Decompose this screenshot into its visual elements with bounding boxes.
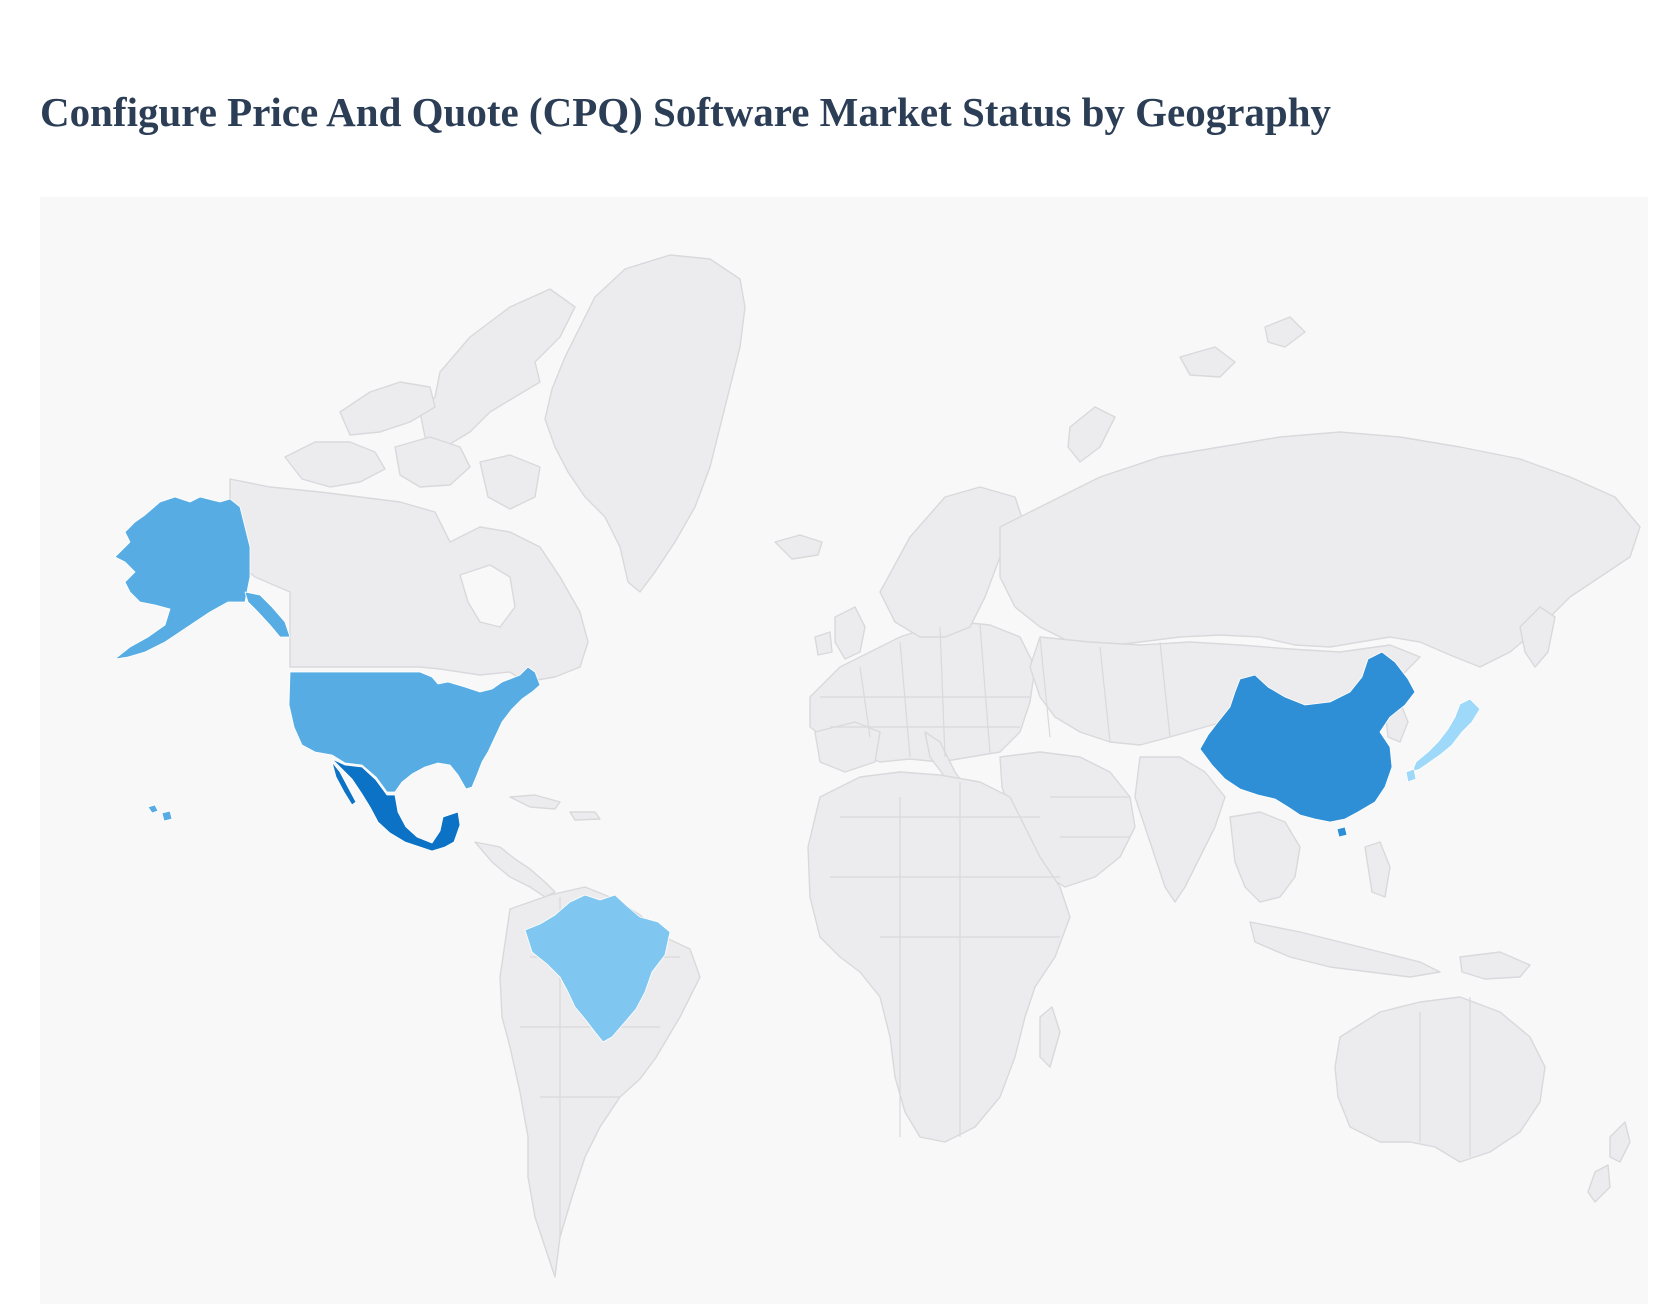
world-map-panel [40, 197, 1648, 1304]
region-arctic-island [284, 441, 386, 488]
region-united-states-hawaii[interactable] [147, 804, 159, 814]
region-madagascar [1039, 1006, 1061, 1068]
region-hudson-bay [459, 564, 516, 628]
region-united-states-alaska[interactable] [114, 496, 251, 660]
region-united-states[interactable] [288, 666, 541, 793]
region-arctic-island [339, 381, 436, 436]
region-united-states-hawaii[interactable] [161, 810, 173, 822]
region-southeast-asia [1229, 811, 1301, 903]
region-greenland [544, 254, 746, 593]
region-united-states-alaska-panhandle[interactable] [244, 591, 291, 638]
region-brazil[interactable] [524, 894, 671, 1043]
region-arctic-russia-islands [1179, 346, 1236, 378]
region-novaya-zemlya [1067, 406, 1116, 463]
region-new-zealand [1587, 1164, 1611, 1203]
region-new-zealand [1609, 1121, 1631, 1163]
region-africa [807, 771, 1071, 1143]
region-philippines [1364, 841, 1391, 898]
region-china-hainan[interactable] [1336, 826, 1348, 838]
region-caribbean [569, 811, 601, 821]
region-ireland [814, 631, 833, 656]
region-mexico-baja[interactable] [331, 761, 357, 806]
country-borders [520, 624, 1471, 1237]
region-japan-kyushu[interactable] [1405, 768, 1417, 783]
region-central-america [474, 841, 556, 898]
region-iberia [814, 721, 881, 773]
region-japan[interactable] [1411, 698, 1481, 773]
region-indonesia [1249, 921, 1441, 978]
region-new-guinea [1459, 951, 1531, 980]
region-arctic-island [479, 454, 541, 510]
region-india [1134, 756, 1226, 903]
region-australia [1334, 996, 1546, 1163]
region-canada-arctic-islands [419, 288, 576, 448]
region-arctic-russia-islands [1264, 316, 1306, 348]
page-title: Configure Price And Quote (CPQ) Software… [40, 89, 1332, 135]
region-arctic-island [394, 436, 471, 488]
highlighted-regions [114, 496, 1481, 1043]
land-layer [229, 254, 1641, 1278]
region-kamchatka [1519, 606, 1556, 668]
region-canada [229, 478, 589, 683]
region-china[interactable] [1199, 651, 1416, 823]
world-map [114, 254, 1641, 1278]
region-mexico[interactable] [331, 758, 461, 852]
region-caribbean [509, 794, 561, 810]
region-uk [834, 606, 866, 660]
region-iceland [774, 534, 823, 560]
